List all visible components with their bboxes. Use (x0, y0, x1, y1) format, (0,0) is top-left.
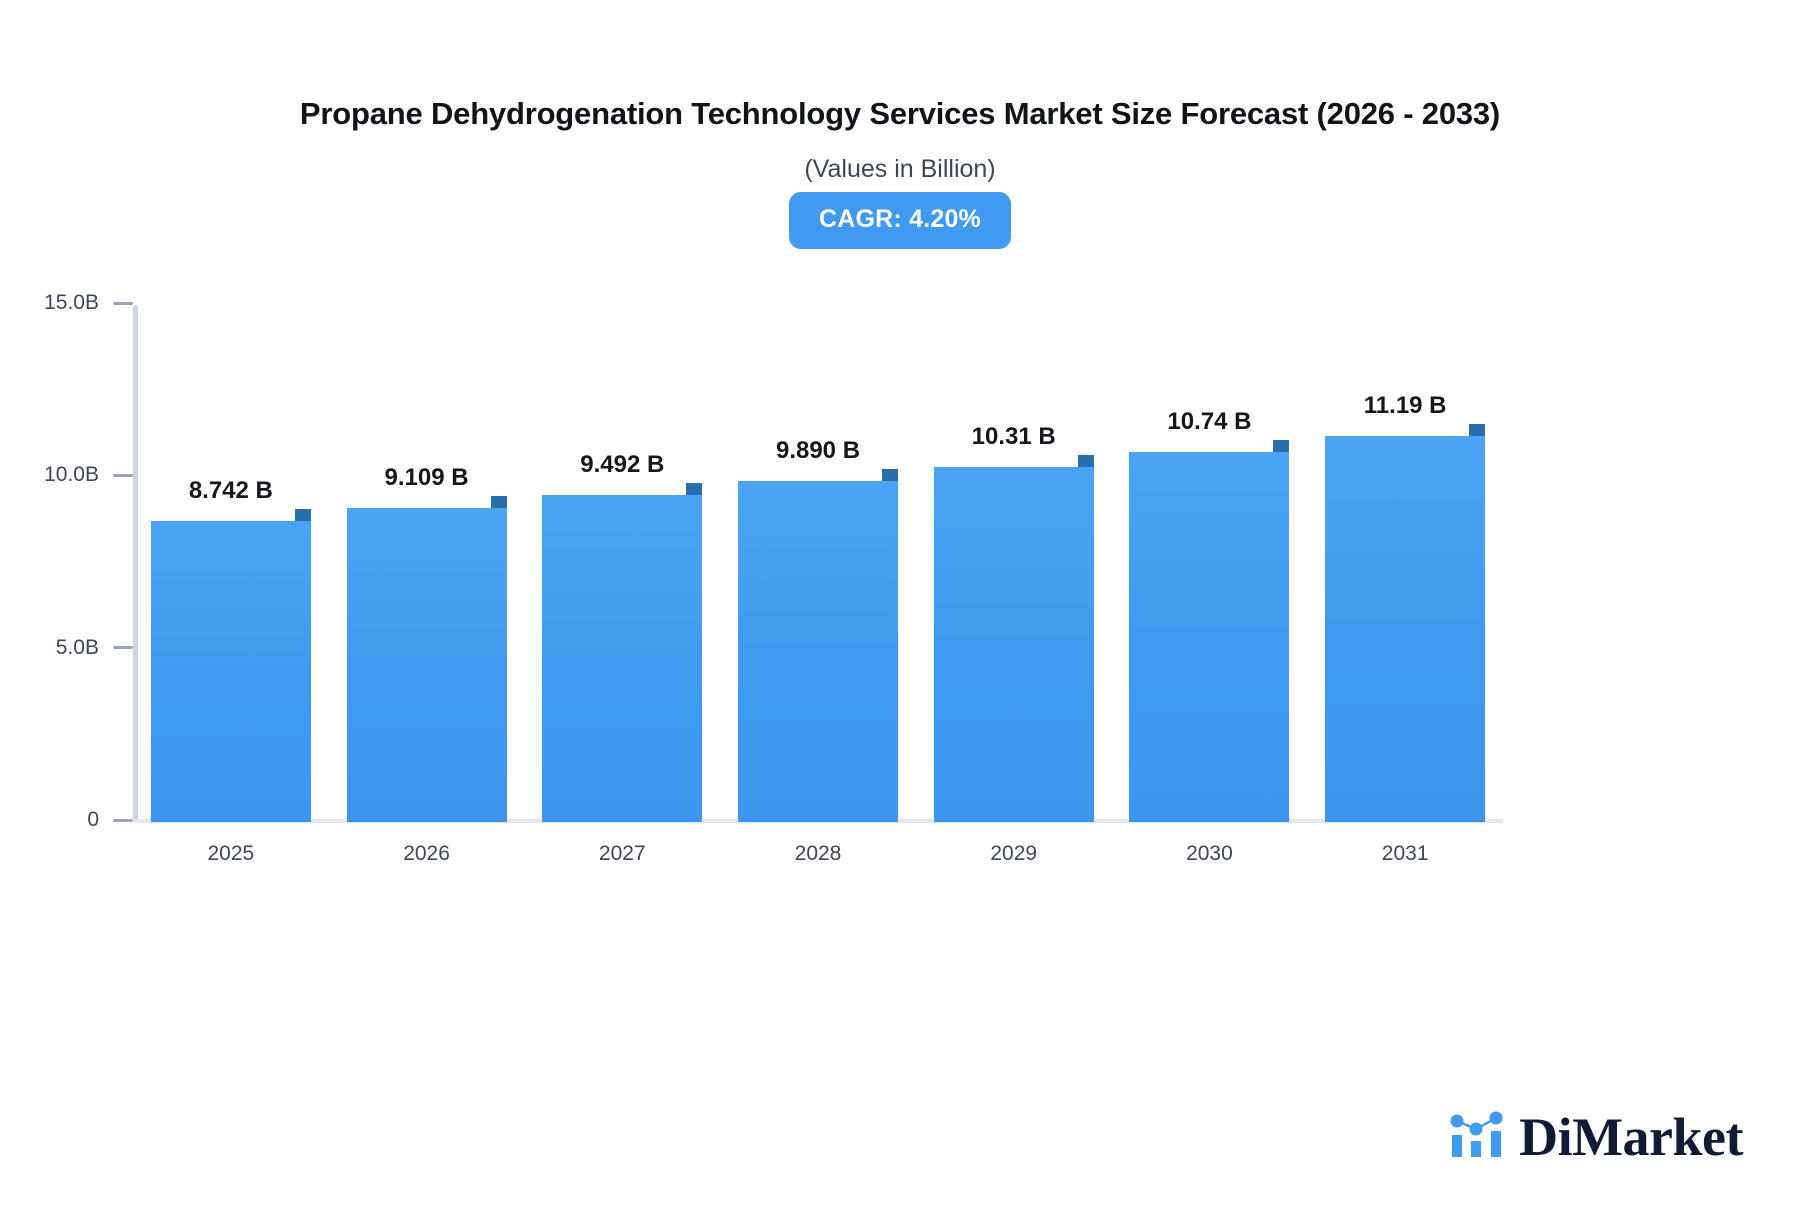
cagr-wrap: CAGR: 4.20% (0, 191, 1800, 249)
cagr-badge: CAGR: 4.20% (789, 191, 1011, 249)
bars-area: 8.742 B 2025 9.109 B 2026 9.492 B 2027 9.890 B… (133, 305, 1503, 865)
y-axis-tick-label: 5.0B (55, 635, 99, 659)
page-title: Propane Dehydrogenation Technology Servi… (299, 96, 1501, 131)
bar[interactable] (542, 494, 703, 822)
bar[interactable] (1129, 451, 1290, 822)
y-axis-tick-mark (113, 301, 133, 305)
y-axis-tick-label: 10.0B (44, 463, 99, 487)
bar-group[interactable]: 9.109 B 2026 (346, 305, 507, 865)
bar-value-label: 10.74 B (1167, 407, 1252, 435)
bar-value-label: 11.19 B (1363, 392, 1447, 420)
y-axis-line (133, 305, 138, 822)
y-axis-tick: 0 (0, 808, 133, 832)
brand-name: DiMarket (1519, 1107, 1743, 1167)
bar-group[interactable]: 9.890 B 2028 (738, 305, 898, 865)
bar[interactable] (346, 508, 507, 822)
y-axis-tick-mark (113, 646, 133, 650)
bar[interactable] (150, 520, 311, 822)
y-axis-tick: 10.0B (0, 463, 133, 487)
y-axis-tick-mark (113, 473, 133, 477)
bar-value-label: 9.890 B (775, 437, 861, 465)
bar-chart-dots-icon (1449, 1111, 1505, 1164)
bar-value-label: 9.109 B (384, 464, 469, 492)
x-axis-label: 2028 (794, 842, 842, 865)
bar-group[interactable]: 8.742 B 2025 (150, 305, 311, 865)
x-axis-label: 2031 (1381, 842, 1429, 865)
bar-value-label: 10.31 B (971, 422, 1056, 450)
bar-group[interactable]: 10.74 B 2030 (1129, 305, 1290, 865)
x-axis-label: 2030 (1186, 842, 1233, 865)
bar-group[interactable]: 10.31 B 2029 (933, 305, 1094, 865)
bar[interactable] (1325, 436, 1486, 822)
bar-group[interactable]: 11.19 B 2031 (1325, 305, 1486, 865)
x-axis-label: 2029 (990, 842, 1038, 865)
bar-value-label: 8.742 B (188, 476, 273, 504)
bar-value-label: 9.492 B (580, 450, 665, 478)
brand-logo: DiMarket (1449, 1110, 1743, 1164)
bar[interactable] (933, 466, 1094, 822)
y-axis-tick-mark (113, 818, 133, 822)
y-axis-tick-label: 0 (87, 808, 99, 831)
y-axis-tick: 5.0B (0, 636, 133, 660)
chart-subtitle: (Values in Billion) (804, 154, 996, 183)
y-axis-tick: 15.0B (0, 291, 133, 315)
x-axis-label: 2026 (403, 842, 450, 865)
y-axis-tick-label: 15.0B (44, 291, 99, 314)
x-axis-label: 2027 (598, 842, 646, 865)
bar-group[interactable]: 9.492 B 2027 (542, 305, 703, 865)
title-block: Propane Dehydrogenation Technology Servi… (0, 92, 1800, 249)
x-axis-label: 2025 (207, 842, 255, 865)
bar[interactable] (738, 481, 898, 822)
